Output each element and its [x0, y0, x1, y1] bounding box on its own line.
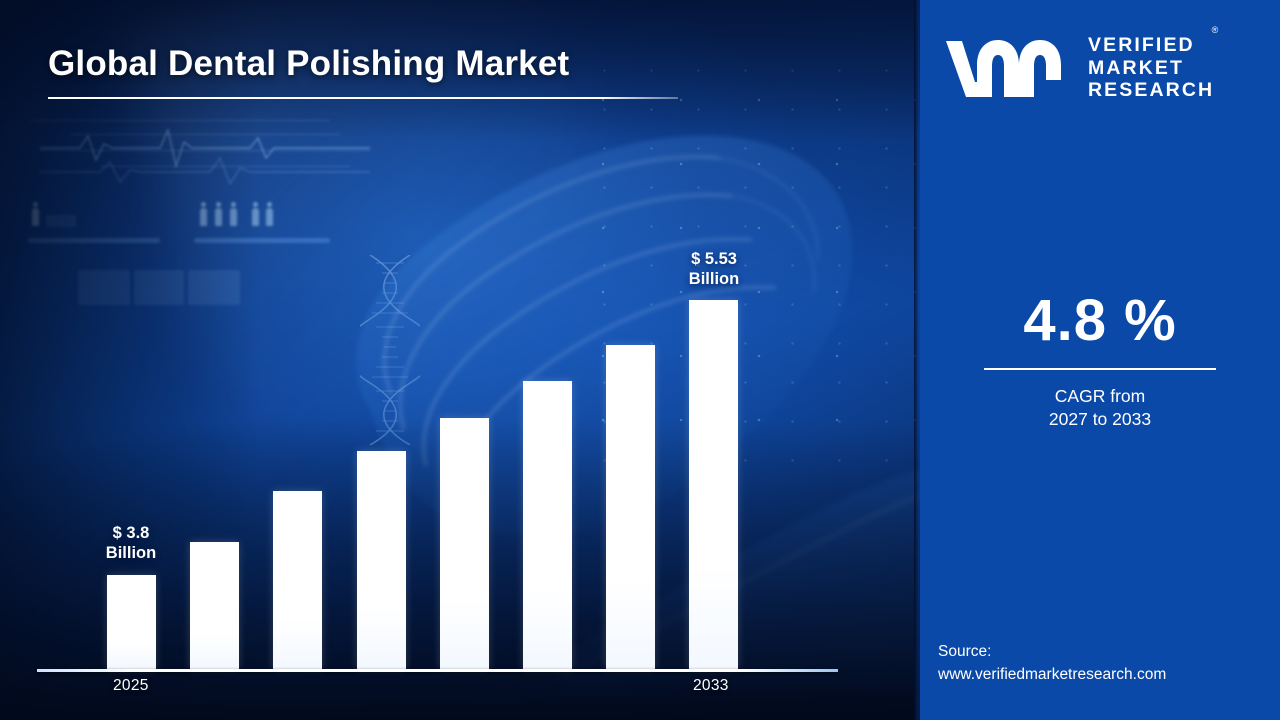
- bar-callout-last-unit: Billion: [688, 270, 740, 289]
- x-axis-label-end: 2033: [693, 677, 729, 694]
- panel-divider: [914, 0, 922, 720]
- bar-2026: [190, 542, 239, 669]
- cagr-value: 4.8 %: [1023, 288, 1177, 353]
- cagr-caption-line2: 2027 to 2033: [1048, 409, 1152, 430]
- bar-2028: [357, 451, 406, 669]
- bar-callout-first: $ 3.8 Billion: [61, 523, 201, 564]
- cagr-caption: CAGR from 2027 to 2033: [920, 385, 1280, 432]
- vmr-wordmark-icon: [946, 40, 1061, 97]
- bar-2027: [273, 491, 322, 669]
- x-axis-line: [37, 669, 838, 672]
- bar-2033: [689, 300, 738, 669]
- bar-2029: [440, 418, 489, 669]
- bar-callout-first-unit: Billion: [105, 544, 157, 563]
- logo-line-verified: VERIFIED: [1088, 34, 1195, 57]
- cagr-caption-line1: CAGR from: [1054, 386, 1146, 406]
- source-url[interactable]: www.verifiedmarketresearch.com: [938, 665, 1167, 683]
- source-block: Source: www.verifiedmarketresearch.com: [938, 641, 1268, 687]
- source-label: Source:: [938, 643, 992, 660]
- bar-callout-first-value: $ 3.8: [112, 524, 150, 542]
- cagr-block: 4.8 % CAGR from 2027 to 2033: [920, 292, 1280, 432]
- bar-chart: $ 3.8 Billion $ 5.53 Billion 2025 2033: [37, 249, 838, 694]
- title-underline: [48, 97, 678, 99]
- bar-callout-last: $ 5.53 Billion: [644, 249, 784, 290]
- bar-callout-last-value: $ 5.53: [691, 250, 737, 268]
- page-title: Global Dental Polishing Market: [48, 44, 570, 83]
- registered-trademark-icon: ®: [1211, 25, 1219, 36]
- logo-line-research: RESEARCH: [1088, 79, 1215, 102]
- title-block: Global Dental Polishing Market: [48, 44, 688, 99]
- cagr-underline: [984, 368, 1216, 370]
- bar-2030: [523, 381, 572, 669]
- sidebar-panel: VERIFIED MARKET RESEARCH ® 4.8 % CAGR fr…: [920, 0, 1280, 720]
- x-axis-label-start: 2025: [113, 677, 149, 694]
- logo-line-market: MARKET: [1088, 56, 1185, 79]
- bar-2025: [107, 575, 156, 669]
- vmr-logo[interactable]: VERIFIED MARKET RESEARCH ®: [944, 22, 1262, 114]
- vmr-logo-text: VERIFIED MARKET RESEARCH ®: [1088, 25, 1218, 102]
- bar-2031: [606, 345, 655, 669]
